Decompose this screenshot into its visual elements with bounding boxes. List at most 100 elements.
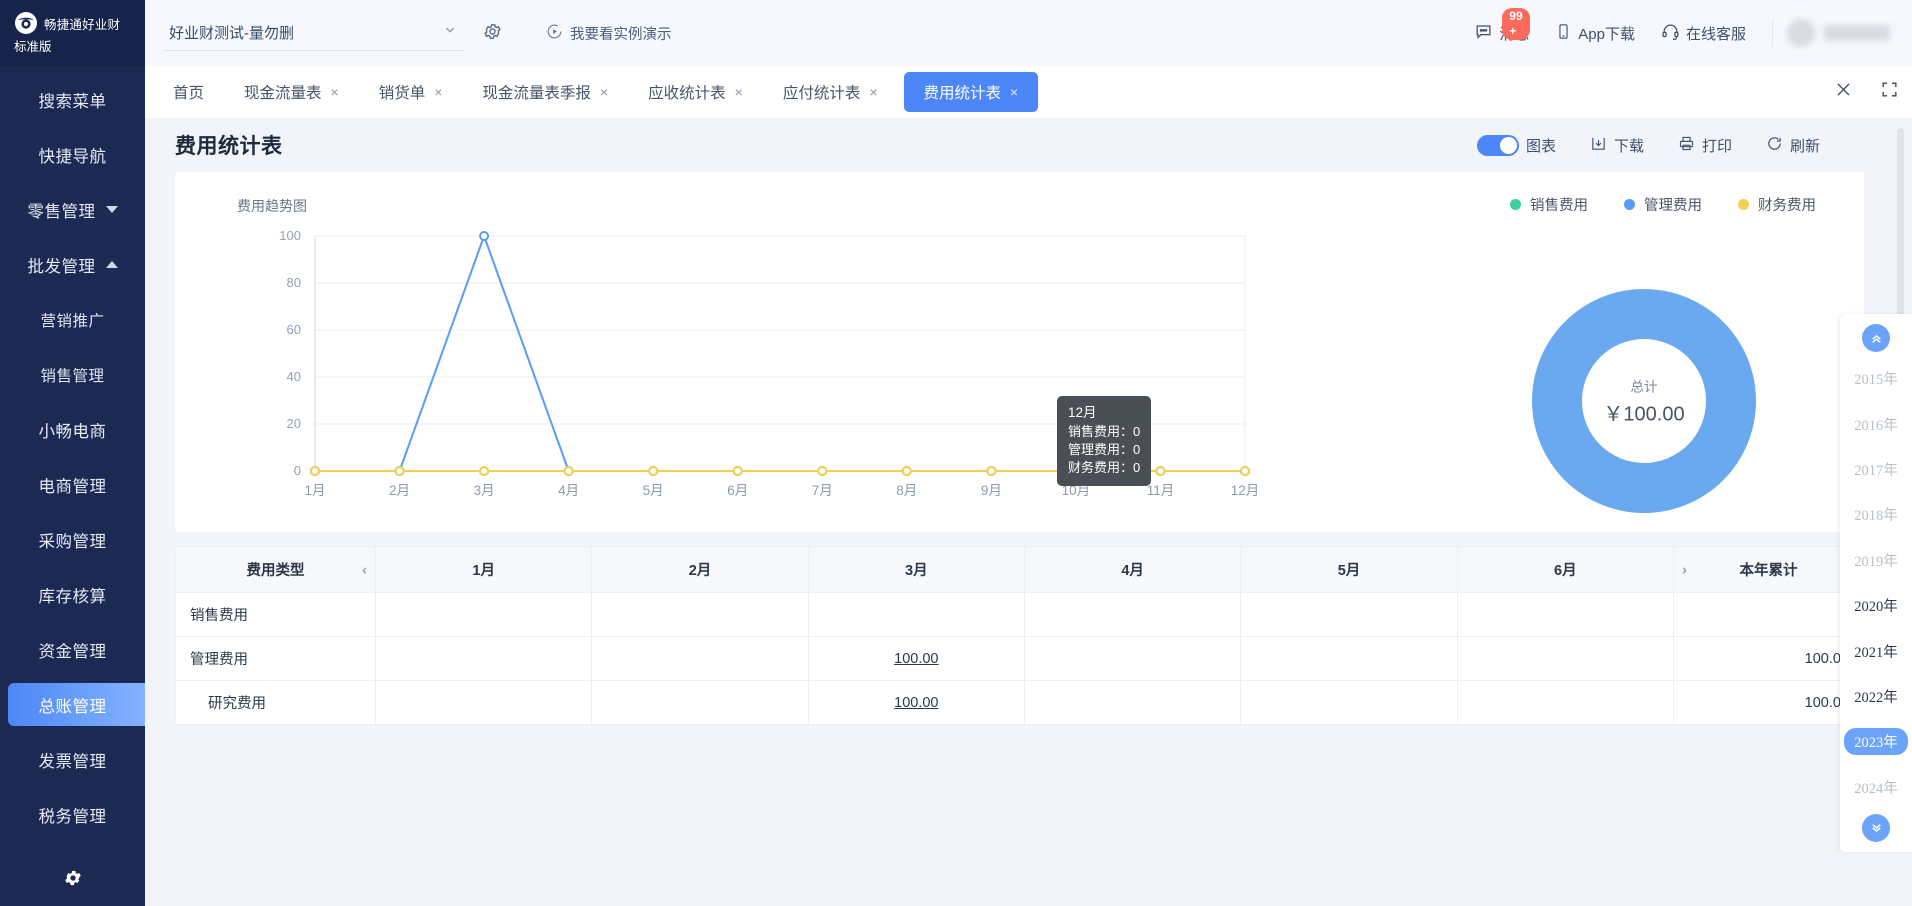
sidebar-item-3[interactable]: 批发管理	[0, 237, 145, 292]
app-download-label: App下载	[1578, 25, 1635, 43]
table-header-cell-3: 3月	[807, 546, 1025, 593]
sidebar-item-8[interactable]: 采购管理	[0, 512, 145, 567]
demo-link-label: 我要看实例演示	[570, 26, 672, 43]
tab-2[interactable]: 销货单 ×	[359, 66, 463, 118]
print-label: 打印	[1701, 137, 1732, 155]
chart-toggle[interactable]: 图表	[1476, 134, 1556, 156]
sidebar-settings-button[interactable]	[0, 854, 145, 906]
tab-4[interactable]: 应收统计表 ×	[628, 66, 763, 118]
fullscreen-icon	[1880, 80, 1899, 104]
sidebar-item-9[interactable]: 库存核算	[0, 567, 145, 622]
year-option-9[interactable]: 2024年	[1854, 780, 1898, 797]
chevron-down-double-icon[interactable]	[1862, 814, 1890, 842]
legend-item-1[interactable]: 管理费用	[1624, 194, 1702, 215]
plot-area: 0 20 40 60 80 100 1月 2月 3月 4月 5月 6月 7月 8月 9月 10月 11月 12月 …	[195, 216, 1844, 516]
year-option-5[interactable]: 2020年	[1854, 599, 1898, 616]
donut-center-text: 总计 ￥100.00	[1494, 376, 1794, 427]
tab-6[interactable]: 费用统计表 ×	[903, 72, 1039, 112]
chart-legend: 销售费用 管理费用 财务费用	[1510, 194, 1816, 215]
tab-close-icon[interactable]: ×	[599, 84, 609, 100]
sidebar-item-6[interactable]: 小畅电商	[0, 402, 145, 457]
sidebar-item-0[interactable]: 搜索菜单	[0, 72, 145, 127]
brand-name: 畅捷通好业财	[44, 17, 121, 32]
toggle-switch[interactable]	[1476, 134, 1519, 156]
amount-link[interactable]: 100.00	[894, 650, 939, 667]
tab-5[interactable]: 应付统计表 ×	[763, 66, 898, 118]
table-cell: 100.00	[807, 636, 1025, 681]
avatar	[1787, 19, 1815, 47]
year-option-8[interactable]: 2023年	[1844, 728, 1908, 756]
legend-item-2[interactable]: 财务费用	[1738, 194, 1816, 215]
tab-label: 应收统计表	[648, 85, 726, 102]
tab-bar-actions	[1820, 66, 1912, 118]
sidebar-item-10[interactable]: 资金管理	[0, 622, 145, 677]
account-selector[interactable]: 好业财测试-量勿删	[163, 22, 463, 51]
fullscreen-button[interactable]	[1866, 66, 1912, 118]
year-option-1[interactable]: 2016年	[1854, 417, 1898, 434]
table-cell	[374, 680, 593, 725]
table-cell	[591, 592, 809, 637]
sidebar-item-13[interactable]: 税务管理	[0, 787, 145, 842]
download-button[interactable]: 下载	[1590, 135, 1644, 156]
chart-caption: 费用趋势图	[237, 198, 307, 214]
sidebar-item-11[interactable]: 总账管理	[0, 677, 145, 732]
year-option-7[interactable]: 2022年	[1854, 689, 1898, 706]
main-area: 好业财测试-量勿删	[145, 0, 1912, 906]
mobile-icon	[1555, 23, 1572, 44]
year-option-0[interactable]: 2015年	[1854, 372, 1898, 389]
tab-close-icon[interactable]: ×	[434, 84, 443, 100]
tab-close-icon[interactable]: ×	[1010, 84, 1019, 100]
download-icon	[1590, 135, 1607, 156]
sidebar-item-label: 发票管理	[38, 752, 107, 771]
messages-button[interactable]: 消息 99 +	[1474, 7, 1530, 45]
sidebar-item-1[interactable]: 快捷导航	[0, 127, 145, 182]
active-pill	[8, 683, 145, 726]
header-label: 4月	[1121, 563, 1144, 579]
legend-label: 销售费用	[1530, 198, 1588, 214]
table-cell	[1240, 680, 1458, 725]
amount-link[interactable]: 100.00	[894, 694, 939, 711]
sidebar-item-12[interactable]: 发票管理	[0, 732, 145, 787]
table-cell	[374, 592, 593, 637]
demo-link[interactable]: 我要看实例演示	[546, 23, 672, 44]
app-download-button[interactable]: App下载	[1555, 23, 1635, 44]
table-header-cell-1: 1月	[374, 546, 593, 593]
gear-icon	[63, 868, 83, 893]
year-option-2[interactable]: 2017年	[1854, 462, 1898, 479]
year-option-4[interactable]: 2019年	[1854, 553, 1898, 570]
tab-1[interactable]: 现金流量表 ×	[224, 66, 359, 118]
sidebar-item-5[interactable]: 销售管理	[0, 347, 145, 402]
tab-3[interactable]: 现金流量表季报 ×	[462, 66, 628, 118]
table-cell	[1456, 636, 1675, 681]
sidebar-item-2[interactable]: 零售管理	[0, 182, 145, 237]
topbar: 好业财测试-量勿删	[145, 0, 1912, 66]
year-option-6[interactable]: 2021年	[1854, 644, 1898, 661]
support-button[interactable]: 在线客服	[1661, 22, 1746, 45]
chevron-up-double-icon[interactable]	[1862, 324, 1890, 352]
tab-close-icon[interactable]: ×	[330, 84, 339, 100]
tab-0[interactable]: 首页	[153, 66, 224, 118]
tab-label: 应付统计表	[782, 85, 861, 102]
chevron-right-icon[interactable]: ›	[1682, 561, 1687, 578]
sidebar-item-label: 总账管理	[38, 697, 107, 716]
brand-edition: 标准版	[14, 40, 52, 54]
brand-logo-icon	[14, 11, 38, 35]
sidebar-item-4[interactable]: 营销推广	[0, 292, 145, 347]
tab-list: 首页 现金流量表 × 销货单 × 现金流量表季报 × 应收统计表 × 应付统计表 × 费用统计表 ×	[145, 66, 1044, 118]
chevron-down-icon	[443, 23, 457, 42]
legend-item-0[interactable]: 销售费用	[1510, 194, 1588, 215]
refresh-button[interactable]: 刷新	[1766, 135, 1820, 156]
print-button[interactable]: 打印	[1678, 135, 1732, 156]
table-cell	[807, 592, 1025, 637]
sidebar-item-label: 采购管理	[38, 532, 107, 551]
close-tabs-button[interactable]	[1820, 66, 1866, 118]
account-settings-button[interactable]	[483, 22, 502, 46]
header-label: 3月	[905, 563, 928, 579]
year-option-3[interactable]: 2018年	[1854, 508, 1898, 525]
chevron-left-icon[interactable]: ‹	[362, 561, 367, 578]
sidebar-item-7[interactable]: 电商管理	[0, 457, 145, 512]
user-profile[interactable]	[1772, 19, 1890, 47]
tab-close-icon[interactable]: ×	[869, 84, 878, 100]
tab-close-icon[interactable]: ×	[734, 84, 743, 100]
svg-text:9月: 9月	[981, 483, 1002, 498]
